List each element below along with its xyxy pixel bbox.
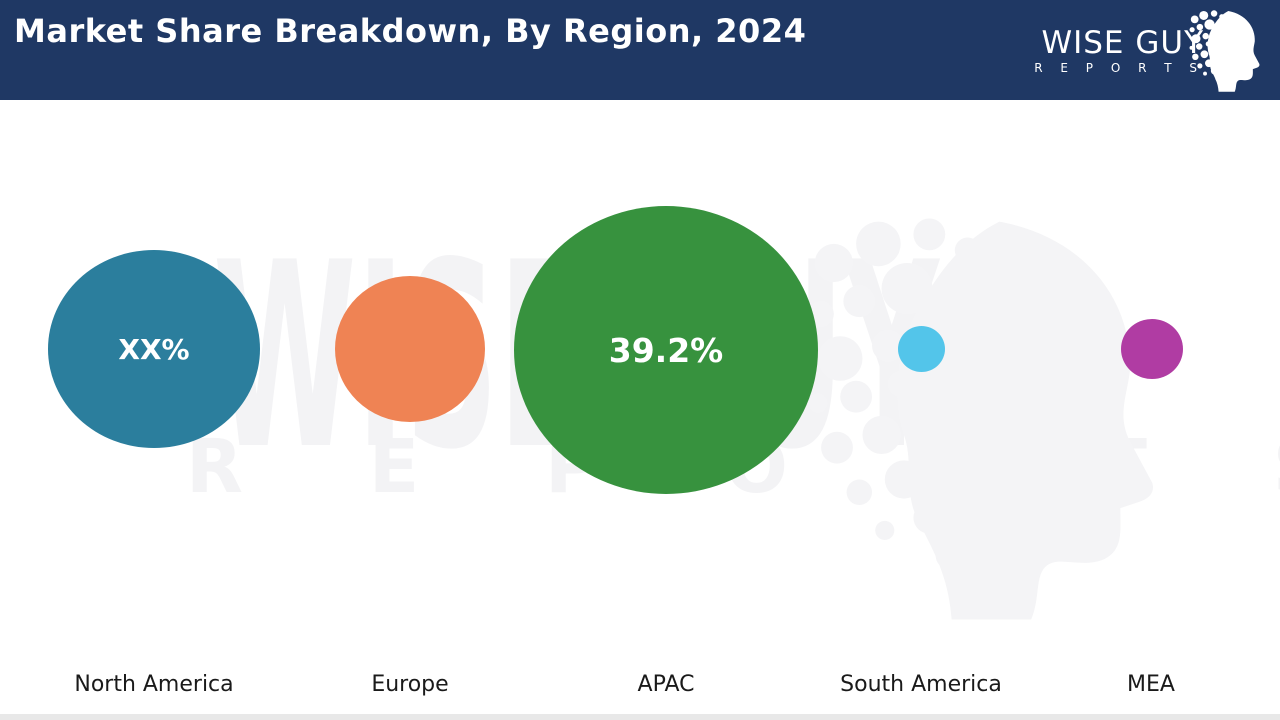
bubble-value-label-apac: 39.2% xyxy=(608,330,724,370)
brand-logo: WISE GUY R E P O R T S xyxy=(1034,8,1266,94)
category-label-north-america: North America xyxy=(74,672,234,697)
watermark-head-icon xyxy=(802,212,1184,626)
logo-line-reports: R E P O R T S xyxy=(1034,61,1204,76)
wiseguy-head-icon xyxy=(1188,9,1266,93)
logo-line-wise-guy: WISE GUY xyxy=(1041,24,1204,61)
bubble-apac: 39.2% xyxy=(514,206,818,494)
category-label-apac: APAC xyxy=(637,672,695,697)
logo-wordmark: WISE GUY R E P O R T S xyxy=(1034,27,1204,76)
category-label-mea: MEA xyxy=(1127,672,1175,697)
category-label-europe: Europe xyxy=(371,672,449,697)
bubble-north-america: XX% xyxy=(48,250,260,448)
bubble-europe xyxy=(335,276,485,422)
header-bar: Market Share Breakdown, By Region, 2024 … xyxy=(0,0,1280,100)
category-label-south-america: South America xyxy=(840,672,1002,697)
bubble-mea xyxy=(1121,319,1183,379)
bubble-south-america xyxy=(898,326,945,372)
footer-strip xyxy=(0,714,1280,720)
page-title: Market Share Breakdown, By Region, 2024 xyxy=(14,12,807,50)
bubble-value-label-north-america: XX% xyxy=(118,332,190,366)
